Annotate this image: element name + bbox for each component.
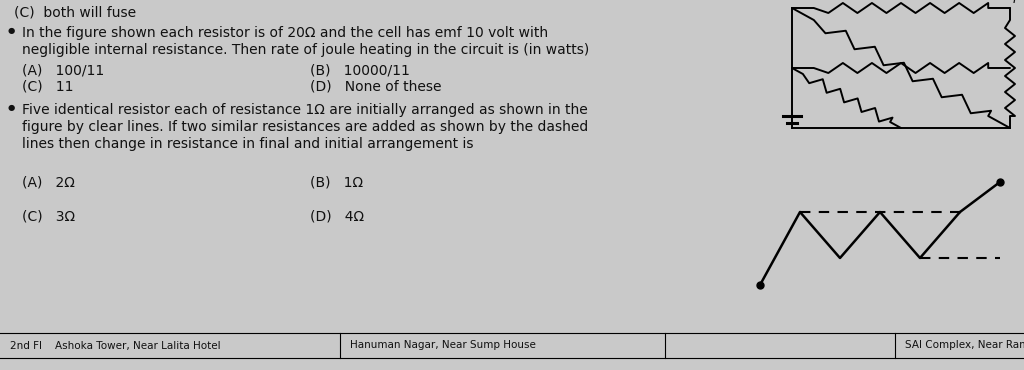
Text: (A)   100/11: (A) 100/11 (22, 63, 104, 77)
Text: (D)   None of these: (D) None of these (310, 80, 441, 94)
Text: lines then change in resistance in final and initial arrangement is: lines then change in resistance in final… (22, 137, 473, 151)
Text: (B)   1Ω: (B) 1Ω (310, 175, 364, 189)
Text: (C)   3Ω: (C) 3Ω (22, 210, 75, 224)
Text: ●: ● (8, 26, 15, 35)
Text: (C)   11: (C) 11 (22, 80, 74, 94)
Text: (D)   4Ω: (D) 4Ω (310, 210, 365, 224)
Text: figure by clear lines. If two similar resistances are added as shown by the dash: figure by clear lines. If two similar re… (22, 120, 588, 134)
Text: Five identical resistor each of resistance 1Ω are initially arranged as shown in: Five identical resistor each of resistan… (22, 103, 588, 117)
Text: SAI Complex, Near Ramratan: SAI Complex, Near Ramratan (905, 340, 1024, 350)
Text: ●: ● (8, 103, 15, 112)
Text: (B)   10000/11: (B) 10000/11 (310, 63, 410, 77)
Text: (C)  both will fuse: (C) both will fuse (14, 5, 136, 19)
Text: I: I (1013, 0, 1017, 6)
Text: Hanuman Nagar, Near Sump House: Hanuman Nagar, Near Sump House (350, 340, 536, 350)
Text: (A)   2Ω: (A) 2Ω (22, 175, 75, 189)
Text: 2nd Fl    Ashoka Tower, Near Lalita Hotel: 2nd Fl Ashoka Tower, Near Lalita Hotel (10, 340, 220, 350)
Text: negligible internal resistance. Then rate of joule heating in the circuit is (in: negligible internal resistance. Then rat… (22, 43, 589, 57)
Text: In the figure shown each resistor is of 20Ω and the cell has emf 10 volt with: In the figure shown each resistor is of … (22, 26, 548, 40)
